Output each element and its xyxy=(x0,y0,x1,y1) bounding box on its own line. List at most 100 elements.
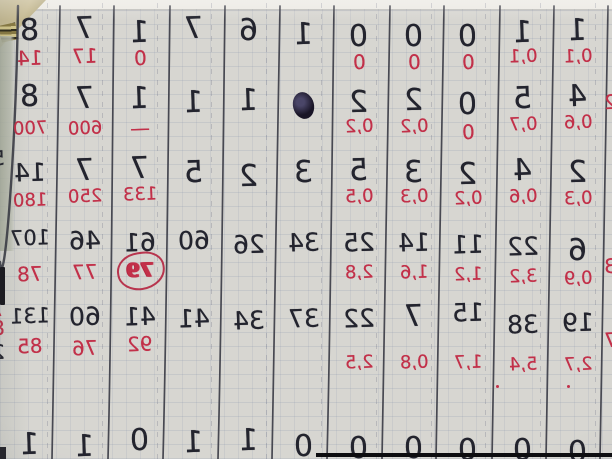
black-number: 3 xyxy=(403,154,425,191)
red-number: 180 xyxy=(12,189,48,212)
ledger-cell-black: 1 xyxy=(495,14,551,51)
ledger-cell-red: 0 xyxy=(386,49,442,75)
ledger-cell-red: 0 xyxy=(331,50,387,74)
ledger-cell-red: 0,3 xyxy=(386,185,442,208)
bottom-left-mark xyxy=(0,447,6,459)
ledger-cell-red: 0,6 xyxy=(550,111,606,134)
ledger-cell-black: 2 xyxy=(550,155,606,191)
ledger-cell-red: 0,2 xyxy=(331,116,387,138)
pencil-guide-line xyxy=(102,0,103,459)
pencil-guide-line xyxy=(431,0,432,459)
black-number: 7 xyxy=(129,150,151,187)
black-number: 6 xyxy=(238,12,260,49)
ledger-cell-black: 60 xyxy=(57,301,113,331)
red-number: 0,1 xyxy=(563,45,593,68)
edge-fragment: 7 xyxy=(603,327,612,353)
ledger-cell-black: 37 xyxy=(276,303,332,334)
ledger-cell-red: 78 xyxy=(2,262,58,287)
red-speck xyxy=(567,385,570,388)
ledger-cell-red: 0,8 xyxy=(386,351,442,374)
ledger-cell-black: 41 xyxy=(166,303,222,334)
red-number: 0 xyxy=(461,119,475,145)
black-number: 7 xyxy=(74,80,96,117)
red-number: 0,6 xyxy=(563,111,593,134)
black-number: 2 xyxy=(457,156,479,193)
black-number: 8 xyxy=(19,78,41,115)
black-number: 131 xyxy=(9,303,51,329)
black-number: 11 xyxy=(451,229,485,260)
ledger-cell-black: 46 xyxy=(57,225,113,255)
red-number: 0,1 xyxy=(508,45,538,68)
black-number: 14 xyxy=(13,157,47,188)
black-number: 37 xyxy=(287,303,321,334)
page-left-margin xyxy=(0,36,15,251)
ledger-cell-black: 5 xyxy=(331,153,387,189)
black-number: 3 xyxy=(293,154,315,191)
red-number: 700 xyxy=(12,117,48,140)
red-number: 2,5 xyxy=(344,351,374,374)
ledger-cell-black: 4 xyxy=(550,79,606,115)
ledger-cell-red: 133 xyxy=(112,183,168,205)
ledger-cell-black: 34 xyxy=(276,227,332,257)
red-number: 3 xyxy=(603,253,612,279)
ledger-cell-black: 1 xyxy=(112,15,168,51)
ledger-cell-black: 1 xyxy=(57,428,113,459)
ledger-cell-red: 0 xyxy=(440,119,496,145)
red-number: 85 xyxy=(16,333,44,359)
red-number: 0,3 xyxy=(399,185,429,208)
red-number: 0,8 xyxy=(399,351,429,374)
ledger-cell-black: 2 xyxy=(386,82,442,119)
pencil-guide-line xyxy=(211,0,212,459)
red-number: 1,2 xyxy=(453,263,483,286)
ledger-cell-black: 6 xyxy=(221,12,277,49)
ledger-cell-red: 0,2 xyxy=(386,115,442,138)
red-number: 0,2 xyxy=(453,187,483,210)
red-number: 0,2 xyxy=(399,115,429,138)
black-number: 1 xyxy=(512,14,534,51)
red-number: 0,6 xyxy=(508,185,538,208)
black-number: 34 xyxy=(232,305,266,336)
ledger-cell-black: 1 xyxy=(2,426,58,459)
black-number: 5 xyxy=(0,145,6,171)
black-number: 1 xyxy=(19,426,41,459)
black-number: 1 xyxy=(129,80,151,117)
ledger-cell-red: 0,5 xyxy=(331,186,387,208)
ledger-cell-red: 92 xyxy=(112,332,168,357)
ledger-cell-red: 0,6 xyxy=(495,185,551,208)
black-number: 2 xyxy=(0,339,6,365)
ledger-cell-black: 3 xyxy=(276,154,332,191)
ledger-cell-black: 0 xyxy=(112,423,168,459)
red-number: 17 xyxy=(71,43,99,69)
black-number: 38 xyxy=(506,309,540,340)
pencil-guide-line xyxy=(266,0,267,459)
pencil-guide-line xyxy=(376,0,377,459)
black-number: 6 xyxy=(567,232,589,269)
ledger-cell-black: 2 xyxy=(221,159,277,195)
black-number: 1 xyxy=(74,428,96,459)
black-number: 1 xyxy=(183,424,205,459)
ledger-cell-red: 17 xyxy=(57,43,113,69)
red-number: 7 xyxy=(603,327,612,353)
red-number: 0 xyxy=(407,49,421,75)
ledger-cell-black: 14 xyxy=(386,227,442,257)
ledger-cell-red: 0,1 xyxy=(495,45,551,68)
ledger-cell-black: 3 xyxy=(386,154,442,191)
ledger-cell-black: 7 xyxy=(57,80,113,117)
black-number: 60 xyxy=(177,225,211,256)
ledger-cell-red: 0,7 xyxy=(495,114,551,136)
ledger-cell-red: 1,2 xyxy=(440,263,496,286)
page-top-edge xyxy=(0,0,612,9)
red-number: 5,4 xyxy=(508,353,538,376)
black-number: 2 xyxy=(403,82,425,119)
black-number: 7 xyxy=(183,10,205,47)
black-number: 19 xyxy=(561,307,595,338)
edge-fragment: 5 xyxy=(0,145,6,171)
ledger-cell-red: 0 xyxy=(112,46,168,70)
ledger-cell-black: 7 xyxy=(112,150,168,187)
red-number: 0,3 xyxy=(563,187,593,210)
black-number: 41 xyxy=(177,303,211,334)
pencil-guide-line xyxy=(157,0,158,459)
ledger-cell-black: 8 xyxy=(2,78,58,115)
ledger-cell-black: 26 xyxy=(221,229,277,259)
